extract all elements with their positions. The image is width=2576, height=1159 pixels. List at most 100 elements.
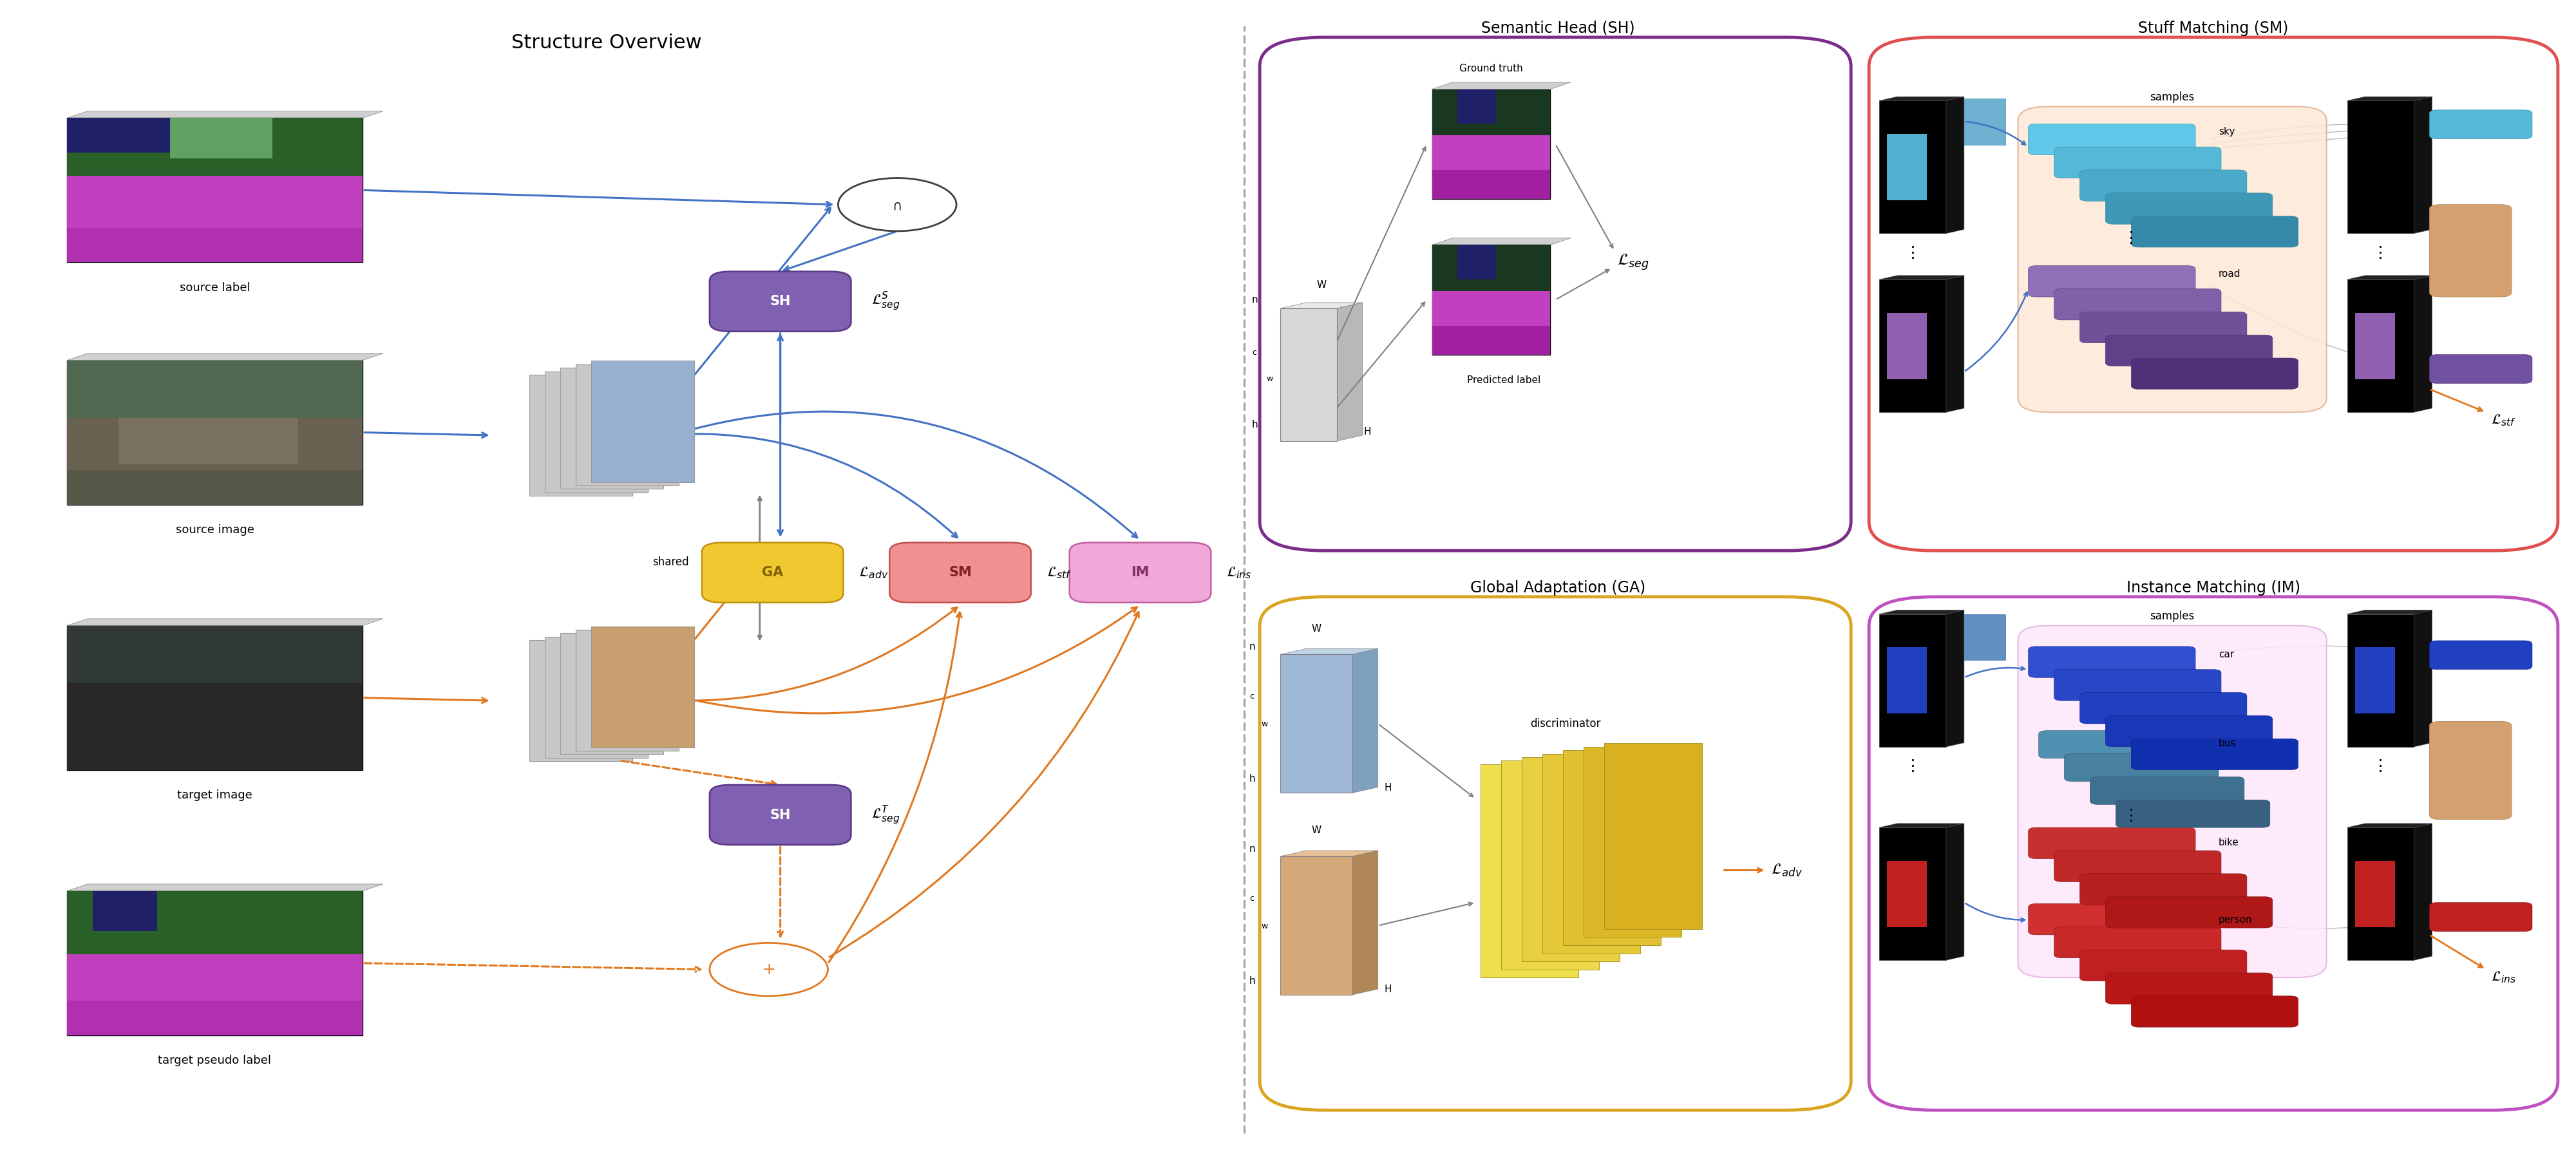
FancyArrowPatch shape	[1965, 292, 2027, 371]
FancyBboxPatch shape	[2089, 777, 2244, 804]
FancyBboxPatch shape	[708, 271, 850, 331]
Text: Stuff Matching (SM): Stuff Matching (SM)	[2138, 21, 2287, 36]
Text: W: W	[1311, 624, 1321, 633]
Polygon shape	[1280, 649, 1378, 655]
Bar	[1543, 753, 1641, 953]
FancyArrowPatch shape	[659, 433, 958, 538]
FancyArrowPatch shape	[778, 335, 783, 422]
FancyArrowPatch shape	[1965, 904, 2025, 921]
FancyBboxPatch shape	[889, 542, 1030, 603]
Text: Semantic Head (SH): Semantic Head (SH)	[1481, 21, 1636, 36]
Circle shape	[708, 943, 827, 996]
Polygon shape	[2414, 276, 2432, 413]
FancyBboxPatch shape	[2130, 216, 2298, 247]
Text: SH: SH	[770, 296, 791, 308]
Text: h: h	[1249, 976, 1255, 985]
Bar	[1564, 750, 1662, 946]
Polygon shape	[2347, 824, 2432, 828]
FancyBboxPatch shape	[2105, 897, 2272, 928]
FancyBboxPatch shape	[1280, 655, 1352, 793]
FancyBboxPatch shape	[2027, 904, 2195, 935]
Bar	[1963, 614, 2004, 661]
FancyBboxPatch shape	[2027, 828, 2195, 859]
FancyBboxPatch shape	[1069, 542, 1211, 603]
Polygon shape	[1880, 824, 1963, 828]
Bar	[562, 633, 665, 755]
Bar	[67, 891, 363, 954]
Bar	[2347, 101, 2414, 233]
FancyBboxPatch shape	[2063, 753, 2218, 781]
FancyArrowPatch shape	[1381, 903, 1473, 925]
FancyArrowPatch shape	[680, 607, 958, 701]
Bar	[67, 626, 363, 770]
Text: w: w	[1262, 921, 1267, 931]
FancyArrowPatch shape	[621, 761, 775, 786]
Text: ⋮: ⋮	[1904, 245, 1922, 261]
Polygon shape	[1352, 851, 1378, 994]
Text: n: n	[1249, 844, 1255, 854]
Bar	[531, 374, 634, 496]
Text: ⋮: ⋮	[2123, 808, 2138, 824]
Text: H: H	[1363, 427, 1370, 436]
Text: Global Adaptation (GA): Global Adaptation (GA)	[1471, 580, 1646, 596]
FancyBboxPatch shape	[2027, 647, 2195, 678]
FancyBboxPatch shape	[2429, 641, 2532, 670]
Polygon shape	[1432, 238, 1571, 245]
FancyBboxPatch shape	[2053, 670, 2221, 701]
Text: Structure Overview: Structure Overview	[513, 34, 703, 52]
Text: GA: GA	[762, 566, 783, 580]
Polygon shape	[2414, 824, 2432, 960]
FancyBboxPatch shape	[2038, 730, 2192, 758]
Bar	[67, 891, 363, 1035]
FancyArrowPatch shape	[2432, 389, 2483, 411]
Bar	[577, 629, 677, 751]
FancyArrowPatch shape	[1965, 122, 2025, 145]
Bar	[170, 118, 273, 159]
Text: road: road	[2218, 269, 2241, 278]
Bar	[67, 954, 363, 1000]
Text: $\mathcal{L}_{seg}^{T}$: $\mathcal{L}_{seg}^{T}$	[871, 803, 899, 826]
FancyBboxPatch shape	[2053, 851, 2221, 882]
FancyArrowPatch shape	[363, 698, 487, 702]
Text: +: +	[762, 962, 775, 977]
FancyArrowPatch shape	[1337, 302, 1425, 407]
Bar	[1432, 291, 1551, 326]
Polygon shape	[2414, 96, 2432, 233]
Bar	[93, 891, 157, 932]
Bar	[592, 360, 693, 482]
FancyArrowPatch shape	[1556, 146, 1613, 248]
Bar	[118, 418, 299, 464]
Bar	[1432, 170, 1551, 199]
Bar	[67, 360, 363, 418]
Text: H: H	[1383, 985, 1391, 994]
Text: ∩: ∩	[891, 199, 902, 212]
Polygon shape	[1945, 824, 1963, 960]
Text: $\mathcal{L}_{stf}$: $\mathcal{L}_{stf}$	[2491, 413, 2517, 428]
Text: SH: SH	[770, 809, 791, 822]
FancyBboxPatch shape	[2429, 721, 2512, 819]
Text: h: h	[1249, 774, 1255, 783]
Text: ⋮: ⋮	[1904, 758, 1922, 774]
Text: $\mathcal{L}_{adv}$: $\mathcal{L}_{adv}$	[1772, 862, 1803, 879]
Text: n: n	[1252, 294, 1257, 305]
Bar	[1458, 245, 1497, 279]
Text: h: h	[1252, 420, 1257, 430]
FancyArrowPatch shape	[698, 607, 1136, 713]
Text: ⋮: ⋮	[2372, 245, 2388, 261]
FancyBboxPatch shape	[1280, 857, 1352, 994]
FancyBboxPatch shape	[2053, 289, 2221, 320]
FancyArrowPatch shape	[1337, 147, 1425, 340]
Polygon shape	[1880, 96, 1963, 101]
Text: W: W	[1316, 280, 1327, 290]
Text: ⋮: ⋮	[2123, 231, 2138, 246]
Bar	[2347, 279, 2414, 413]
Bar	[1888, 134, 1927, 201]
Bar	[67, 1000, 363, 1035]
Bar	[1432, 326, 1551, 355]
Bar	[67, 118, 363, 176]
Polygon shape	[2347, 276, 2432, 279]
Text: SM: SM	[948, 566, 971, 580]
Polygon shape	[1945, 96, 1963, 233]
Text: car: car	[2218, 650, 2233, 659]
FancyArrowPatch shape	[1723, 868, 1762, 873]
